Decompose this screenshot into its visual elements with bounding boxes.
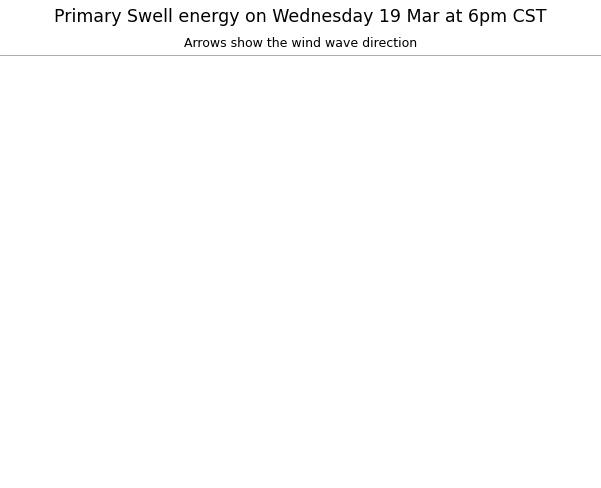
Text: Arrows show the wind wave direction: Arrows show the wind wave direction — [184, 37, 417, 50]
Text: Cartopy required: Cartopy required — [218, 263, 383, 282]
Text: Primary Swell energy on Wednesday 19 Mar at 6pm CST: Primary Swell energy on Wednesday 19 Mar… — [54, 8, 547, 26]
